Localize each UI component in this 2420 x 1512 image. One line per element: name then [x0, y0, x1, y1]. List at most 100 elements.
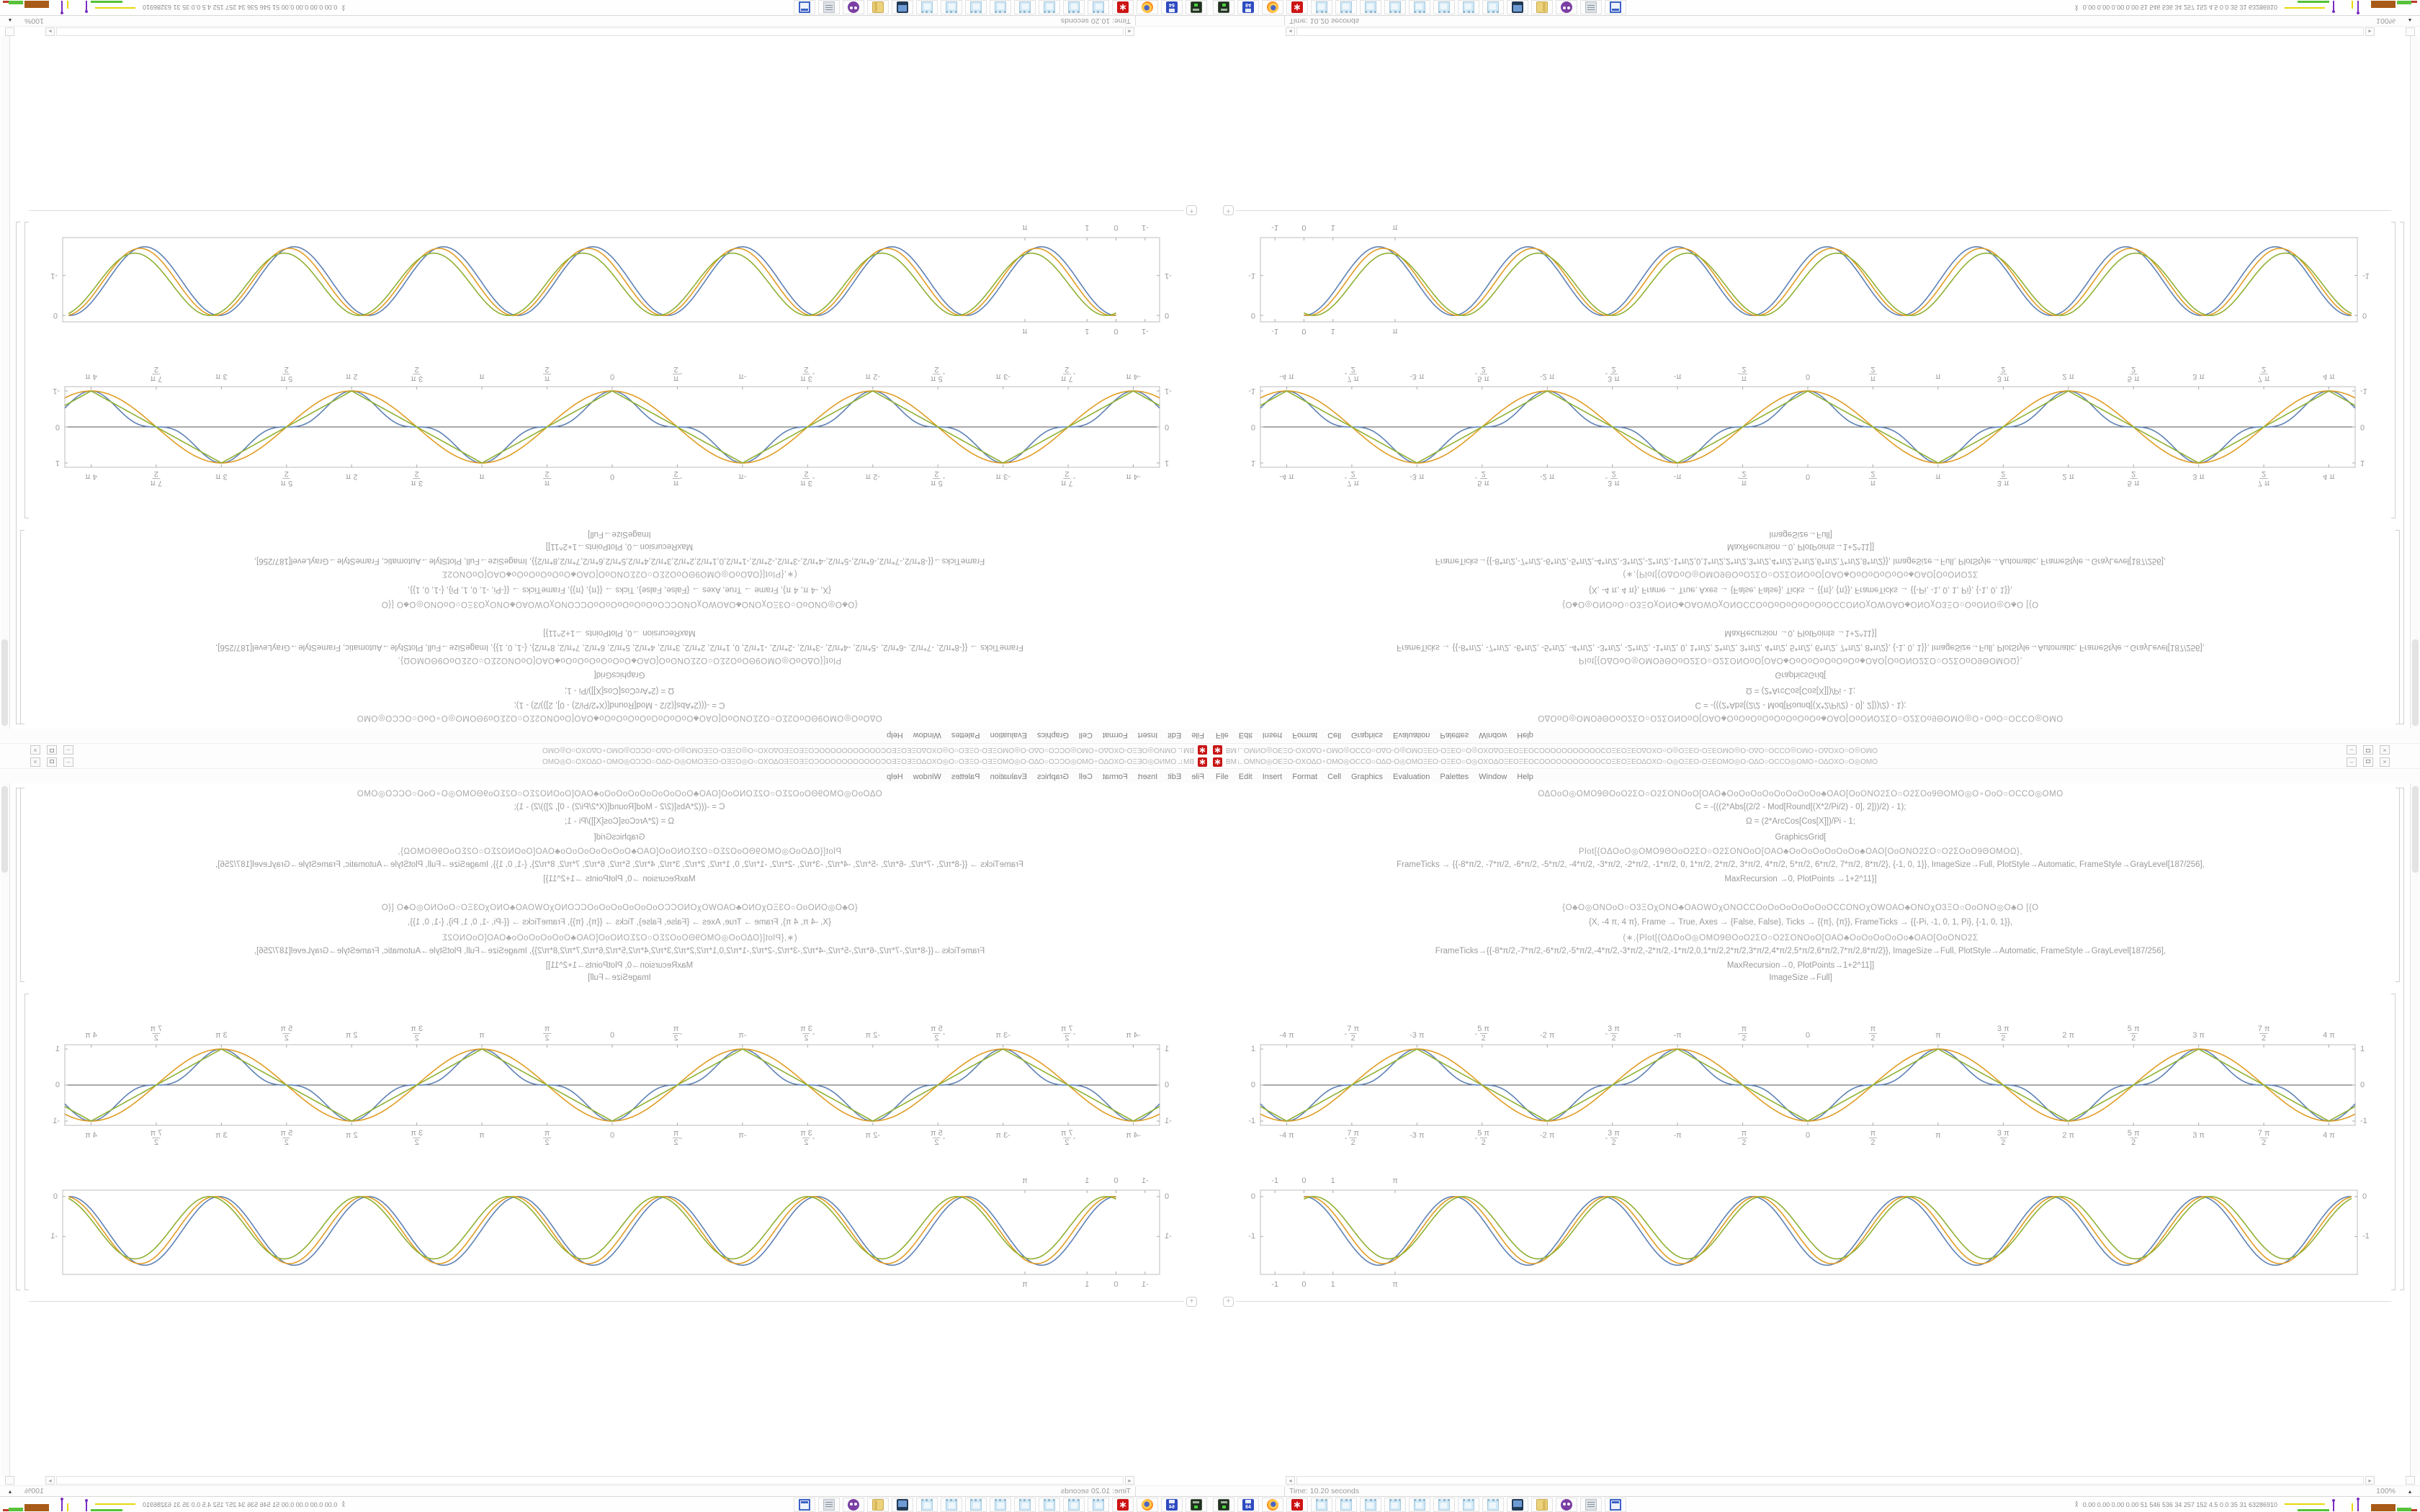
taskbar-button-notepad[interactable]	[916, 1498, 938, 1512]
taskbar-button-notepad[interactable]	[1360, 0, 1381, 14]
notebook-content[interactable]: ΟΔΟοΟ◎ΟΜΟ9ΘΟοΟ2ΣΟ○Ο2ΣΟΝΟοΟ[ΟΑΟ♣ΟοΟοΟοΟοΟ…	[0, 36, 1210, 729]
code-line-garbled[interactable]: Plot[{ΟΔΟοΟ◎ΟΜΟ9ΘΟοΟ2ΣΟ○Ο2ΣΟΝΟοΟ[ΟΑΟ♣ΟοΟ…	[397, 656, 842, 665]
scroll-right-icon[interactable]: ▸	[45, 1476, 55, 1485]
vertical-scrollbar-thumb[interactable]	[1, 786, 8, 873]
magnification-label[interactable]: 100%	[2376, 1487, 2396, 1495]
taskbar-button-notepad[interactable]	[916, 0, 938, 14]
code-line[interactable]: MaxRecursion →0, PlotPoints →1+2^11}]	[543, 629, 696, 637]
taskbar-button-firefox[interactable]	[1262, 1498, 1283, 1512]
taskbar-button-notepad[interactable]	[965, 1498, 987, 1512]
code-line[interactable]: Ω = (2*ArcCos[Cos[X]])/Pi - 1;	[1745, 817, 1856, 826]
code-line-garbled[interactable]: {Ο♣Ο◎ΟΝΟοΟ○Ο3ΞΟχΟΝΟ♣ΟΑΟWΟχΟΝΟϹϹΟοΟοΟοΟοΟ…	[1562, 904, 2039, 912]
cell-bracket-group[interactable]	[2400, 222, 2404, 724]
code-line[interactable]: ImageSize→Full]	[588, 530, 651, 539]
menu-item-edit[interactable]: Edit	[1238, 731, 1252, 739]
taskbar-button-scroll[interactable]	[818, 0, 840, 14]
scroll-corner-box[interactable]	[2406, 1476, 2415, 1485]
code-line-garbled[interactable]: (∗,{Plot[{ΟΔΟοΟ◎ΟΜΟ9ΘΟοΟ2ΣΟ○Ο2ΣΟΝΟοΟ[ΟΑΟ…	[442, 570, 797, 578]
taskbar-button-notepad[interactable]	[1088, 0, 1109, 14]
scroll-left-icon[interactable]: ◂	[1125, 27, 1134, 36]
code-line[interactable]: FrameTicks → {{-8*π/2, -7*π/2, -6*π/2, -…	[1397, 860, 2205, 869]
code-line[interactable]: ImageSize→Full]	[588, 973, 651, 982]
taskbar-button-notepad[interactable]	[1458, 1498, 1479, 1512]
horizontal-scrollbar[interactable]: ◂ ▸	[0, 1476, 1210, 1485]
taskbar-button-notepad[interactable]	[1409, 1498, 1430, 1512]
taskbar-button-gear[interactable]: ∗	[1286, 1498, 1308, 1512]
taskbar-button-folder[interactable]	[867, 0, 889, 14]
menu-item-help[interactable]: Help	[1517, 773, 1533, 781]
taskbar-button-notepad[interactable]	[990, 1498, 1011, 1512]
code-line[interactable]: GraphicsGrid[	[593, 670, 645, 679]
magnification-popup-icon[interactable]: ▴	[2408, 1488, 2411, 1495]
menu-item-window[interactable]: Window	[913, 731, 941, 739]
menu-item-window[interactable]: Window	[1479, 731, 1507, 739]
code-line[interactable]: ImageSize→Full]	[1769, 973, 1832, 982]
taskbar-button-scroll[interactable]	[1580, 1498, 1602, 1512]
minimize-button[interactable]: –	[2347, 745, 2357, 755]
vertical-scrollbar-thumb[interactable]	[1, 639, 8, 726]
code-line[interactable]: MaxRecursion→0, PlotPoints→1+2^11]]	[545, 961, 694, 970]
code-line[interactable]: MaxRecursion →0, PlotPoints →1+2^11}]	[1724, 875, 1877, 883]
restore-button[interactable]	[2363, 745, 2373, 755]
taskbar-button-notepad[interactable]	[1311, 0, 1332, 14]
code-line[interactable]: {X, -4 π, 4 π}, Frame → True, Axes → {Fa…	[407, 585, 832, 594]
taskbar-button-window[interactable]	[1605, 0, 1626, 14]
close-button[interactable]: ×	[2380, 745, 2390, 755]
taskbar-button-floppy-64[interactable]	[1237, 1498, 1259, 1512]
horizontal-scrollbar[interactable]: ◂ ▸	[0, 27, 1210, 36]
vertical-scrollbar-thumb[interactable]	[2412, 639, 2419, 726]
taskbar-button-notepad[interactable]	[1433, 1498, 1455, 1512]
code-line[interactable]: FrameTicks → {{-8*π/2, -7*π/2, -6*π/2, -…	[1397, 643, 2205, 652]
taskbar-button-notepad[interactable]	[1458, 0, 1479, 14]
menu-item-file[interactable]: File	[1216, 731, 1229, 739]
cell-bracket-group[interactable]	[16, 788, 20, 1290]
taskbar-button-owl[interactable]	[1556, 1498, 1577, 1512]
cell-insert-plus-icon[interactable]: +	[1186, 205, 1197, 215]
taskbar-button-notepad[interactable]	[1409, 0, 1430, 14]
menu-item-format[interactable]: Format	[1292, 773, 1318, 781]
window-titlebar[interactable]: ∗ ΒΜ∟ΟΜΝΟ◎ΟΕΞΟ◦ΟΧΟΔΟ∘ΟΜΟ◎ΟϹϹΟ○ΟΔΟ◦Ο◎ΟΜΟΞ…	[1210, 743, 2420, 756]
taskbar-button-notepad[interactable]	[965, 0, 987, 14]
code-line[interactable]: GraphicsGrid[	[1775, 833, 1827, 842]
taskbar-button-folder[interactable]	[1531, 1498, 1553, 1512]
vertical-scrollbar[interactable]	[1, 783, 10, 1476]
code-line[interactable]: MaxRecursion→0, PlotPoints→1+2^11]]	[545, 542, 694, 551]
code-line[interactable]: FrameTicks→{{-8*π/2,-7*π/2,-6*π/2,-5*π/2…	[254, 947, 985, 955]
taskbar-button-floppy-64[interactable]	[1237, 0, 1259, 14]
menu-item-format[interactable]: Format	[1292, 731, 1318, 739]
menu-item-evaluation[interactable]: Evaluation	[990, 731, 1027, 739]
taskbar-button-gear[interactable]: ∗	[1112, 0, 1134, 14]
scroll-corner-box[interactable]	[5, 1476, 14, 1485]
code-line-garbled[interactable]: (∗,{Plot[{ΟΔΟοΟ◎ΟΜΟ9ΘΟοΟ2ΣΟ○Ο2ΣΟΝΟοΟ[ΟΑΟ…	[1623, 934, 1978, 942]
cell-bracket-output[interactable]	[2391, 222, 2396, 518]
taskbar-button-window[interactable]	[794, 1498, 815, 1512]
taskbar-button-notepad[interactable]	[1014, 0, 1036, 14]
menu-item-cell[interactable]: Cell	[1327, 731, 1342, 739]
code-line-garbled[interactable]: ΟΔΟοΟ◎ΟΜΟ9ΘΟοΟ2ΣΟ○Ο2ΣΟΝΟοΟ[ΟΑΟ♣ΟοΟοΟοΟοΟ…	[1538, 714, 2063, 722]
taskbar-button-scroll[interactable]	[1580, 0, 1602, 14]
code-line-garbled[interactable]: (∗,{Plot[{ΟΔΟοΟ◎ΟΜΟ9ΘΟοΟ2ΣΟ○Ο2ΣΟΝΟοΟ[ΟΑΟ…	[442, 934, 797, 942]
cell-insert-plus-icon[interactable]: +	[1186, 1297, 1197, 1307]
menu-item-edit[interactable]: Edit	[1168, 731, 1182, 739]
menu-item-evaluation[interactable]: Evaluation	[990, 773, 1027, 781]
taskbar-button-notepad[interactable]	[1335, 1498, 1357, 1512]
menu-item-help[interactable]: Help	[887, 773, 903, 781]
menu-item-window[interactable]: Window	[1479, 773, 1507, 781]
menu-item-file[interactable]: File	[1216, 773, 1229, 781]
notebook-content[interactable]: ΟΔΟοΟ◎ΟΜΟ9ΘΟοΟ2ΣΟ○Ο2ΣΟΝΟοΟ[ΟΑΟ♣ΟοΟοΟοΟοΟ…	[0, 783, 1210, 1476]
taskbar-button-notepad[interactable]	[1014, 1498, 1036, 1512]
taskbar-button-notepad[interactable]	[1482, 1498, 1504, 1512]
scroll-right-icon[interactable]: ▸	[2365, 27, 2375, 36]
taskbar-button-notepad[interactable]	[990, 0, 1011, 14]
cell-bracket-input[interactable]	[2396, 788, 2400, 982]
menu-item-insert[interactable]: Insert	[1137, 773, 1158, 781]
scroll-left-icon[interactable]: ◂	[1125, 1476, 1134, 1485]
notebook-content[interactable]: ΟΔΟοΟ◎ΟΜΟ9ΘΟοΟ2ΣΟ○Ο2ΣΟΝΟοΟ[ΟΑΟ♣ΟοΟοΟοΟοΟ…	[1210, 36, 2420, 729]
horizontal-scrollbar-track[interactable]	[56, 1476, 1124, 1485]
menu-item-insert[interactable]: Insert	[1137, 731, 1158, 739]
code-line-garbled[interactable]: {Ο♣Ο◎ΟΝΟοΟ○Ο3ΞΟχΟΝΟ♣ΟΑΟWΟχΟΝΟϹϹΟοΟοΟοΟοΟ…	[381, 600, 858, 608]
menu-item-window[interactable]: Window	[913, 773, 941, 781]
code-line[interactable]: FrameTicks→{{-8*π/2,-7*π/2,-6*π/2,-5*π/2…	[1435, 947, 2166, 955]
code-line[interactable]: MaxRecursion→0, PlotPoints→1+2^11]]	[1726, 542, 1875, 551]
code-line[interactable]: FrameTicks → {{-8*π/2, -7*π/2, -6*π/2, -…	[215, 643, 1023, 652]
